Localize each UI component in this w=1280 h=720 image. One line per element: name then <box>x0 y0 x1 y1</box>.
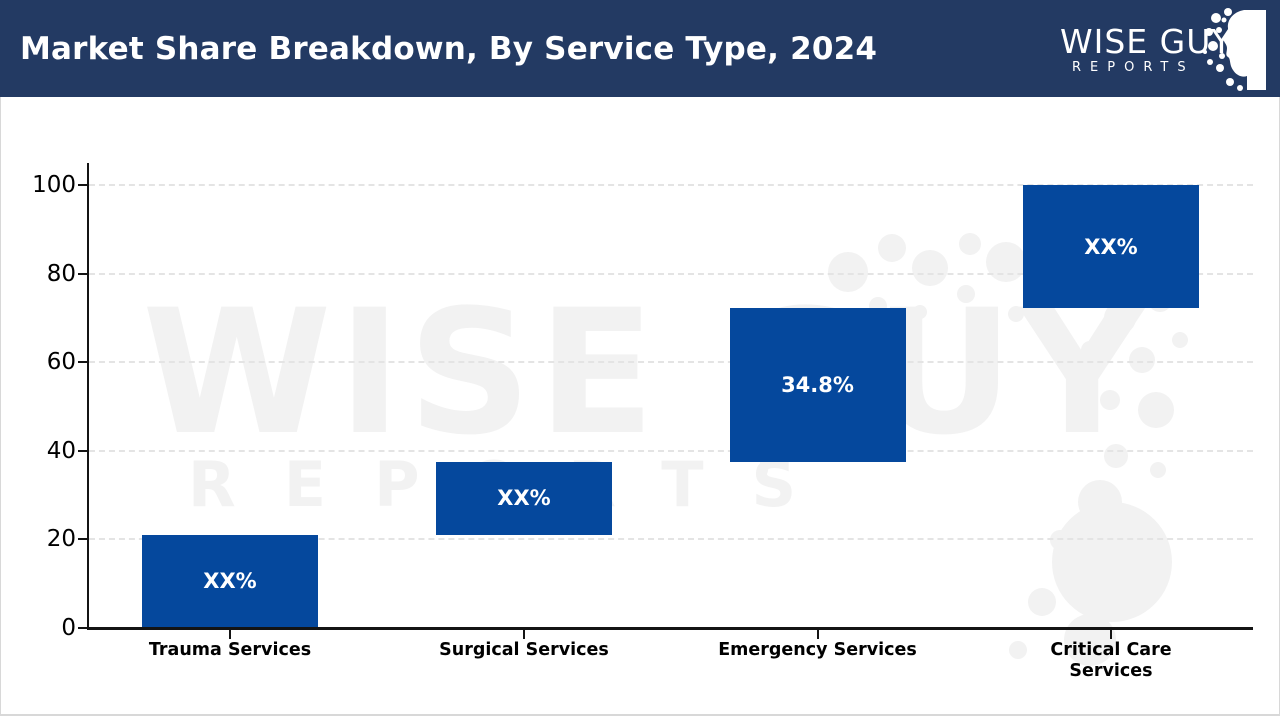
watermark-wiseguy-text: WISE GUY <box>142 272 1151 473</box>
y-tick-40 <box>78 449 87 452</box>
y-tick-label-0: 0 <box>61 614 76 641</box>
x-category-label-1: Surgical Services <box>439 640 609 660</box>
y-tick-label-80: 80 <box>46 260 76 287</box>
x-axis-line <box>87 627 1253 630</box>
bar-2: 34.8% <box>729 308 906 463</box>
bar-value-label-0: XX% <box>203 569 257 594</box>
logo-head-icon <box>1203 8 1266 91</box>
watermark-head-dots <box>760 233 1188 666</box>
y-tick-label-40: 40 <box>46 437 76 464</box>
y-axis-line <box>87 163 89 629</box>
gridline-y-40 <box>89 449 1253 452</box>
bar-value-label-1: XX% <box>497 486 551 511</box>
bar-value-label-3: XX% <box>1084 234 1138 259</box>
y-tick-20 <box>78 538 87 541</box>
bar-1: XX% <box>436 462 612 535</box>
gridline-y-80 <box>89 272 1253 275</box>
wise-guy-reports-logo: WISE GUY REPORTS <box>1028 0 1268 97</box>
gridline-y-100 <box>89 184 1253 187</box>
logo-reports-text: REPORTS <box>1072 60 1195 75</box>
x-category-label-3: Critical Care Services <box>1050 640 1172 681</box>
x-tick-0 <box>229 630 231 639</box>
y-tick-label-60: 60 <box>46 349 76 376</box>
x-tick-3 <box>1110 630 1112 639</box>
page-border-left <box>0 97 1 714</box>
x-category-label-0: Trauma Services <box>148 640 312 660</box>
header-bar: Market Share Breakdown, By Service Type,… <box>0 0 1280 97</box>
x-tick-2 <box>816 630 819 639</box>
gridline-y-20 <box>89 538 1253 541</box>
page-title: Market Share Breakdown, By Service Type,… <box>20 30 878 67</box>
page-border-bottom <box>0 714 1280 716</box>
x-category-label-2: Emergency Services <box>718 640 917 660</box>
bar-value-label-2: 34.8% <box>781 373 854 398</box>
bar-0: XX% <box>142 534 318 628</box>
logo-wiseguy-text: WISE GUY <box>1060 22 1233 61</box>
y-tick-100 <box>78 184 87 187</box>
y-tick-60 <box>78 361 87 364</box>
y-tick-80 <box>78 272 87 275</box>
bar-3: XX% <box>1023 185 1199 309</box>
gridline-y-60 <box>89 361 1253 364</box>
y-tick-0 <box>78 626 87 629</box>
y-tick-label-20: 20 <box>46 526 76 553</box>
y-tick-label-100: 100 <box>32 172 76 199</box>
x-tick-1 <box>523 630 525 639</box>
